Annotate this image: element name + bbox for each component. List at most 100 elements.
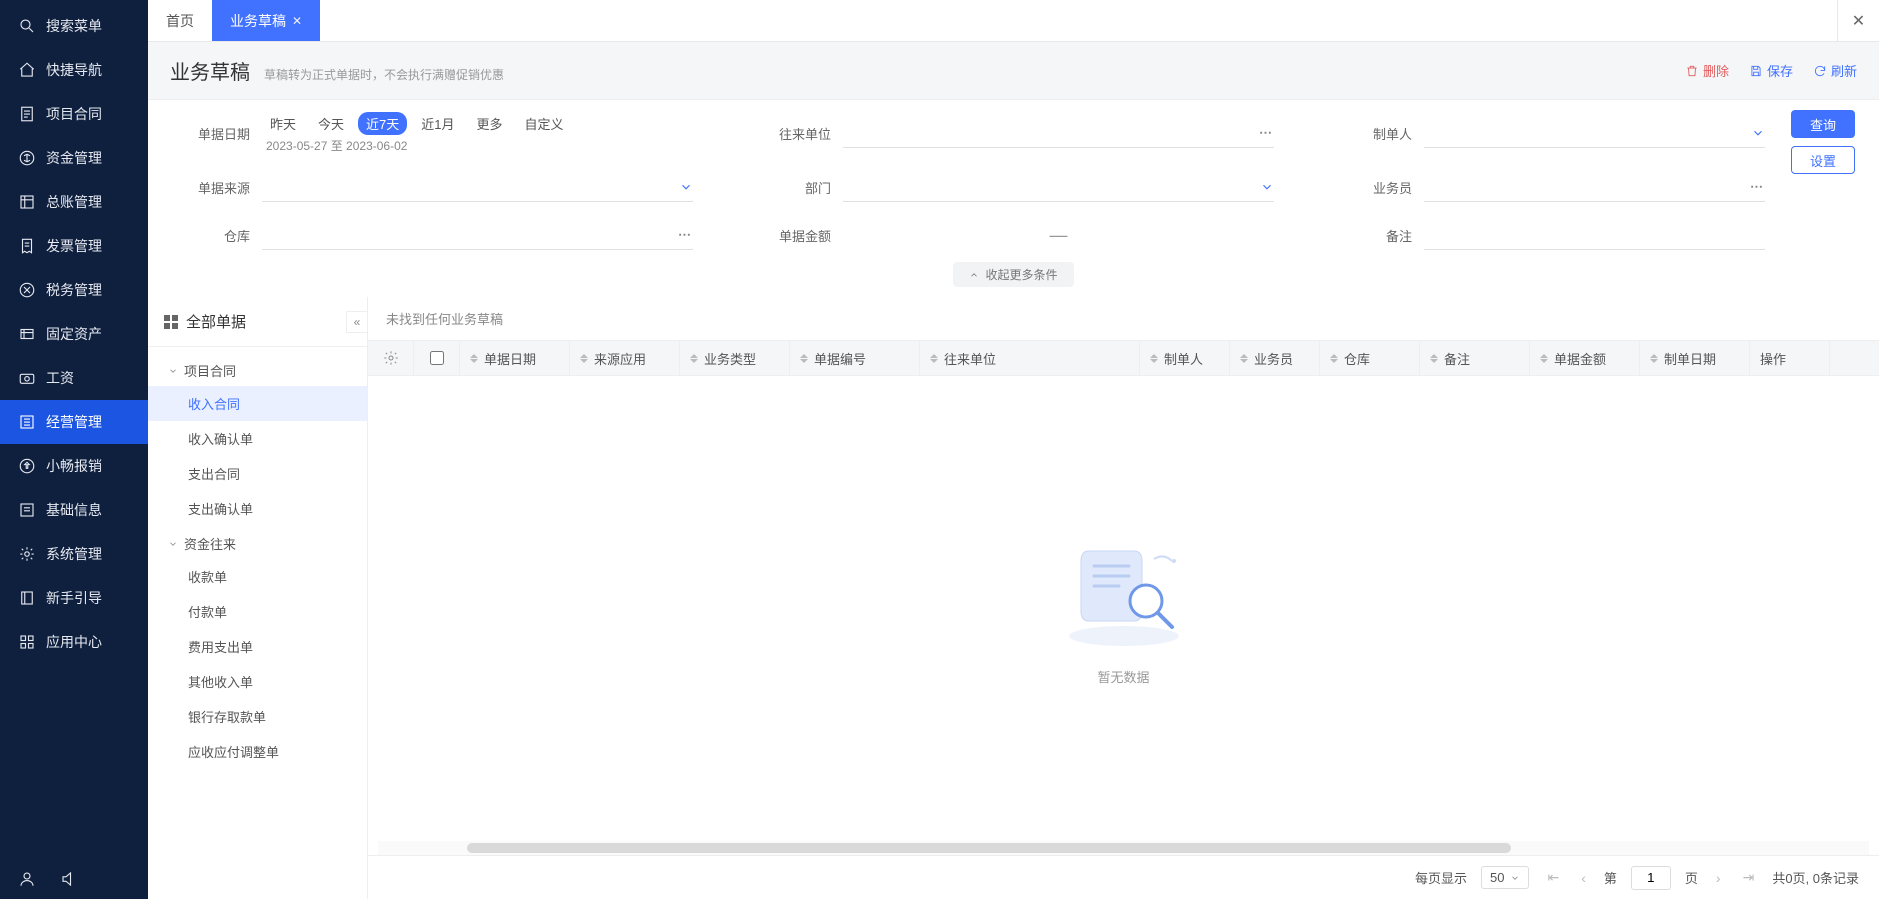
collapse-filters[interactable]: 收起更多条件 [953,262,1073,287]
date-option[interactable]: 自定义 [517,112,572,135]
nav-item-money[interactable]: 资金管理 [0,136,148,180]
date-option[interactable]: 近7天 [358,112,407,135]
nav-item-ledger[interactable]: 总账管理 [0,180,148,224]
tree-group[interactable]: 项目合同 [148,353,367,386]
delete-action[interactable]: 删除 [1685,61,1729,80]
more-icon: ⋯ [1750,179,1765,195]
checkbox[interactable] [430,351,444,365]
column-header[interactable]: 往来单位 [920,341,1140,375]
perpage-select[interactable]: 50 [1481,866,1529,889]
nav-item-guide[interactable]: 新手引导 [0,576,148,620]
filter-date-label: 单据日期 [172,124,262,143]
date-option[interactable]: 今天 [310,112,352,135]
sort-icon [1430,351,1440,365]
close-icon[interactable]: ✕ [292,14,302,28]
scrollbar-thumb[interactable] [467,843,1511,853]
nav-item-tax[interactable]: 税务管理 [0,268,148,312]
tree-item[interactable]: 收入确认单 [148,421,367,456]
tree-item[interactable]: 费用支出单 [148,629,367,664]
filter-remark: 备注 [1334,220,1855,250]
filter-sales-input[interactable]: ⋯ [1424,172,1765,202]
sort-icon [1150,351,1160,365]
column-header[interactable]: 制单人 [1140,341,1230,375]
query-button[interactable]: 查询 [1791,110,1855,138]
filter-warehouse-input[interactable]: ⋯ [262,220,693,250]
column-label: 单据金额 [1554,349,1606,368]
empty-text: 暂无数据 [1097,667,1149,686]
tree-item[interactable]: 支出确认单 [148,491,367,526]
nav-item-salary[interactable]: 工资 [0,356,148,400]
column-settings[interactable] [368,341,414,375]
nav-item-invoice[interactable]: 发票管理 [0,224,148,268]
tree-item[interactable]: 银行存取款单 [148,699,367,734]
column-header[interactable]: 业务员 [1230,341,1320,375]
column-header[interactable]: 来源应用 [570,341,680,375]
filter-remark-label: 备注 [1334,226,1424,245]
tree-item[interactable]: 其他收入单 [148,664,367,699]
delete-label: 删除 [1703,61,1729,80]
collapse-label: 收起更多条件 [985,266,1057,283]
filter-dept-input[interactable] [843,172,1274,202]
select-all-checkbox[interactable] [414,341,460,375]
biz-icon [18,413,36,431]
filter-amount: 单据金额 — [753,220,1274,250]
last-page-button[interactable]: ⇥ [1739,869,1759,886]
column-header[interactable]: 单据金额 [1530,341,1640,375]
save-action[interactable]: 保存 [1749,61,1793,80]
filter-dept-label: 部门 [753,178,843,197]
settings-button[interactable]: 设置 [1791,146,1855,174]
date-option[interactable]: 近1月 [413,112,462,135]
column-header[interactable]: 单据日期 [460,341,570,375]
filter-dept: 部门 [753,172,1274,202]
tree-item[interactable]: 收入合同 [148,386,367,421]
invoice-icon [18,237,36,255]
tab-首页[interactable]: 首页 [148,0,212,41]
nav-item-system[interactable]: 系统管理 [0,532,148,576]
nav-item-apps[interactable]: 应用中心 [0,620,148,664]
nav-item-asset[interactable]: 固定资产 [0,312,148,356]
tree-item[interactable]: 收款单 [148,559,367,594]
table-area: 未找到任何业务草稿 单据日期来源应用业务类型单据编号往来单位制单人业务员仓库备注… [368,297,1879,899]
nav-item-info[interactable]: 基础信息 [0,488,148,532]
first-page-button[interactable]: ⇤ [1543,869,1563,886]
nav-item-search[interactable]: 搜索菜单 [0,4,148,48]
refresh-action[interactable]: 刷新 [1813,61,1857,80]
horizontal-scrollbar[interactable] [378,841,1869,855]
guide-icon [18,589,36,607]
empty-illustration [1054,531,1194,651]
tab-业务草稿[interactable]: 业务草稿✕ [212,0,320,41]
nav-item-reimburse[interactable]: 小畅报销 [0,444,148,488]
column-header[interactable]: 仓库 [1320,341,1420,375]
date-options: 昨天今天近7天近1月更多自定义 [262,112,572,135]
user-icon[interactable] [18,870,36,888]
page-input[interactable] [1631,866,1671,890]
collapse-sidebar[interactable]: « [346,311,368,333]
column-label: 业务类型 [704,349,756,368]
filter-partner-input[interactable]: ⋯ [843,118,1274,148]
filter-source-input[interactable] [262,172,693,202]
tree-item[interactable]: 支出合同 [148,456,367,491]
next-page-button[interactable]: › [1712,870,1725,886]
tree-item[interactable]: 应收应付调整单 [148,734,367,769]
nav-item-home[interactable]: 快捷导航 [0,48,148,92]
tabs-close-all[interactable]: ✕ [1837,0,1879,42]
filter-maker-input[interactable] [1424,118,1765,148]
sound-icon[interactable] [60,870,78,888]
prev-page-button[interactable]: ‹ [1577,870,1590,886]
date-option[interactable]: 更多 [469,112,511,135]
column-label: 制单日期 [1664,349,1716,368]
filter-remark-input[interactable] [1424,220,1765,250]
column-header[interactable]: 单据编号 [790,341,920,375]
tree-item[interactable]: 付款单 [148,594,367,629]
column-header[interactable]: 制单日期 [1640,341,1750,375]
date-option[interactable]: 昨天 [262,112,304,135]
nav-item-biz[interactable]: 经营管理 [0,400,148,444]
tree-group[interactable]: 资金往来 [148,526,367,559]
nav-item-doc[interactable]: 项目合同 [0,92,148,136]
perpage-label: 每页显示 [1415,868,1467,887]
column-header[interactable]: 操作 [1750,341,1830,375]
more-icon: ⋯ [1259,125,1274,141]
column-header[interactable]: 备注 [1420,341,1530,375]
column-header[interactable]: 业务类型 [680,341,790,375]
money-icon [18,149,36,167]
